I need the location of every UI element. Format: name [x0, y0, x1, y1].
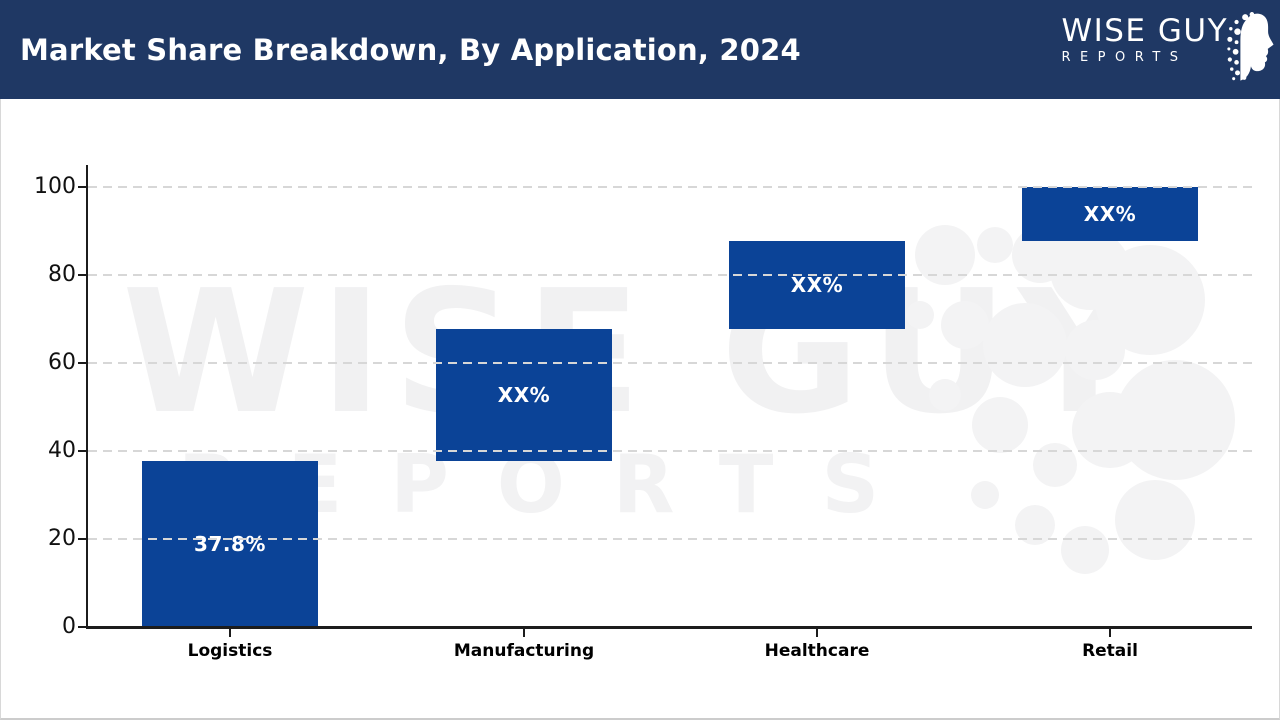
y-tick-mark: [78, 626, 86, 628]
wiseguy-head-icon: [1227, 12, 1274, 81]
x-tick-label: Manufacturing: [453, 641, 595, 661]
y-tick-mark: [78, 450, 86, 452]
x-tick-label: Logistics: [187, 641, 273, 661]
y-tick-label: 80: [48, 262, 76, 287]
y-tick-label: 60: [48, 350, 76, 375]
bar-value-label: XX%: [497, 382, 551, 407]
watermark-head-graphic: [906, 225, 1235, 574]
x-tick-label: Retail: [1082, 641, 1138, 661]
y-tick-mark: [78, 186, 86, 188]
gridline: [88, 274, 1252, 276]
x-tick-mark: [523, 629, 525, 637]
x-tick-mark: [1109, 629, 1111, 637]
wiseguy-logo: WISE GUY REPORTS: [1061, 14, 1228, 66]
y-tick-mark: [78, 538, 86, 540]
gridline: [88, 186, 1252, 188]
header-band: Market Share Breakdown, By Application, …: [0, 0, 1280, 99]
logo-reports-text: REPORTS: [1061, 50, 1188, 65]
waterfall-chart: 0 20 40 60 80 100 37.8% XX% XX% XX% Logistics Manuf…: [0, 99, 1280, 720]
bar-value-label: 37.8%: [194, 531, 266, 556]
x-axis-line: [86, 626, 1252, 629]
y-tick-label: 20: [48, 526, 76, 551]
y-tick-mark: [78, 362, 86, 364]
bar-value-label: XX%: [1083, 201, 1137, 226]
gridline: [88, 538, 1252, 540]
logo-wiseguy-text: WISE GUY: [1061, 13, 1228, 49]
bar: XX%: [436, 328, 612, 461]
bar-value-label: XX%: [790, 272, 844, 297]
page-title: Market Share Breakdown, By Application, …: [20, 32, 801, 67]
y-tick-label: 100: [34, 174, 76, 199]
y-tick-mark: [78, 274, 86, 276]
gridline: [88, 450, 1252, 452]
x-tick-label: Healthcare: [764, 641, 870, 661]
bar: 37.8%: [142, 460, 318, 627]
bar: XX%: [729, 240, 905, 329]
y-tick-label: 40: [48, 438, 76, 463]
y-tick-label: 0: [62, 614, 76, 639]
x-tick-mark: [229, 629, 231, 637]
x-tick-mark: [816, 629, 818, 637]
y-axis-line: [86, 165, 88, 629]
bar: XX%: [1022, 187, 1198, 241]
gridline: [88, 362, 1252, 364]
watermark-wiseguy-text: WISE GUY: [122, 254, 1152, 452]
